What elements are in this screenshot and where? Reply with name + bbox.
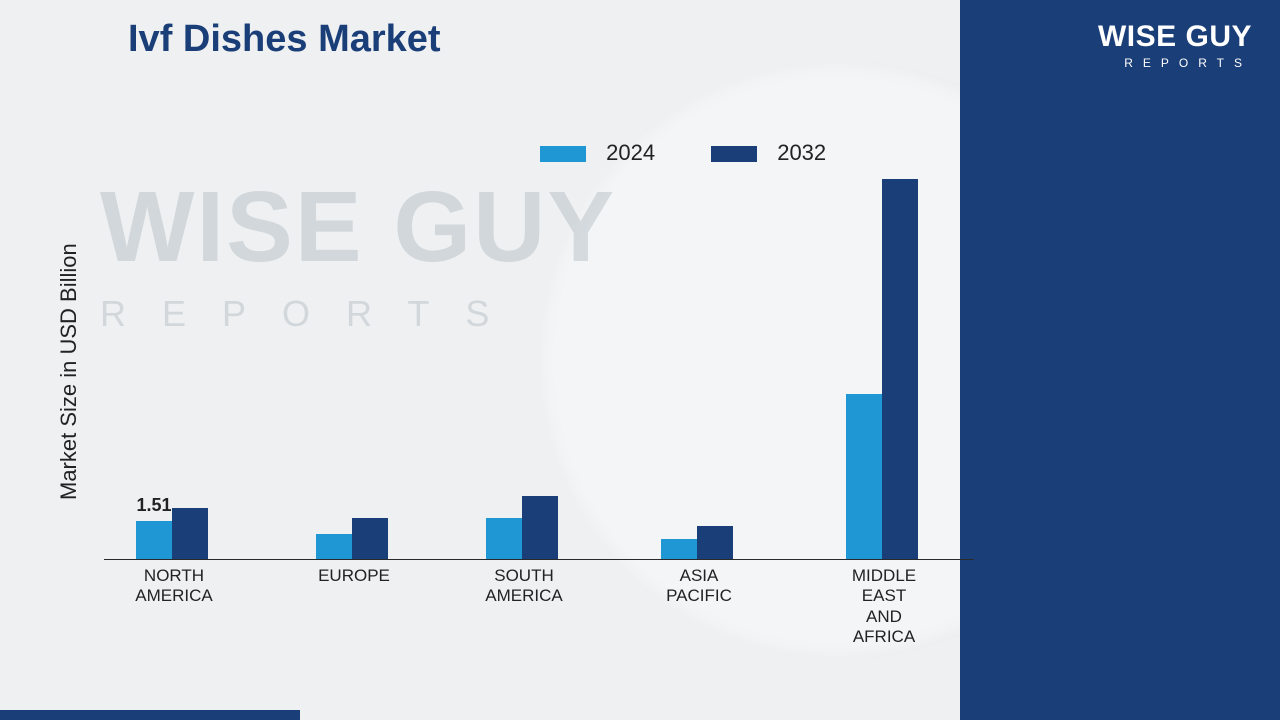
brand-line1: WISE GUY (1098, 20, 1252, 54)
legend-item-2024: 2024 (540, 140, 655, 166)
brand-logo: WISE GUY REPORTS (1098, 20, 1252, 70)
bar-2032 (882, 179, 918, 559)
chart-stage: WISE GUY REPORTS WISE GUY REPORTS Ivf Di… (0, 0, 1280, 720)
bar-2032 (522, 496, 558, 559)
plot-area: 1.51NORTHAMERICAEUROPESOUTHAMERICAASIAPA… (104, 180, 974, 560)
footer-accent-bar (0, 710, 300, 720)
bar-2024 (486, 518, 522, 559)
bar-2024 (846, 394, 882, 559)
bar-2032 (352, 518, 388, 559)
category-label: MIDDLEEASTANDAFRICA (814, 560, 954, 648)
legend-swatch-2024 (540, 146, 586, 162)
y-axis-label: Market Size in USD Billion (56, 243, 82, 500)
bar-2024 (136, 521, 172, 559)
bar-2032 (172, 508, 208, 559)
legend: 2024 2032 (540, 140, 826, 166)
category-label: NORTHAMERICA (104, 560, 244, 607)
legend-swatch-2032 (711, 146, 757, 162)
legend-label-2032: 2032 (777, 140, 826, 165)
category-label: SOUTHAMERICA (454, 560, 594, 607)
bar-value-label: 1.51 (136, 495, 171, 516)
legend-item-2032: 2032 (711, 140, 826, 166)
legend-label-2024: 2024 (606, 140, 655, 165)
brand-line2: REPORTS (1098, 56, 1252, 70)
bar-2032 (697, 526, 733, 559)
bar-2024 (661, 539, 697, 559)
chart-title: Ivf Dishes Market (128, 18, 441, 61)
bar-2024 (316, 534, 352, 559)
category-label: EUROPE (284, 560, 424, 586)
category-label: ASIAPACIFIC (629, 560, 769, 607)
right-sidebar (960, 0, 1280, 720)
